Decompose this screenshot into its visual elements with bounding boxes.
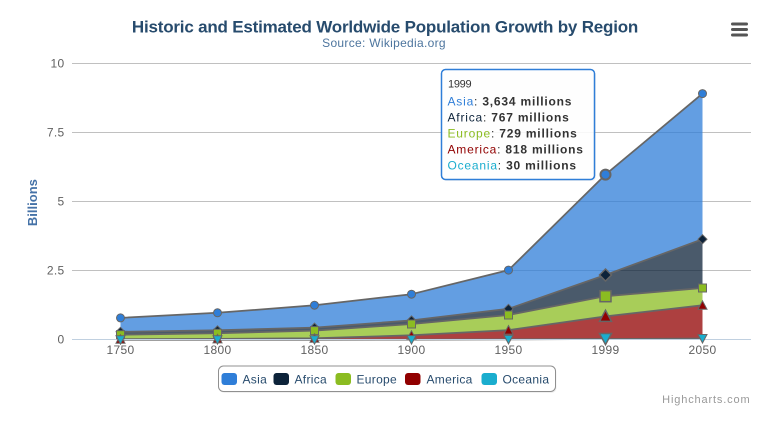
svg-text:2.5: 2.5 bbox=[47, 264, 65, 278]
svg-text:Africa: 767 millions: Africa: 767 millions bbox=[448, 110, 570, 124]
svg-text:0: 0 bbox=[58, 333, 65, 347]
svg-text:America: 818 millions: America: 818 millions bbox=[448, 143, 584, 157]
svg-text:Asia: Asia bbox=[243, 372, 268, 386]
svg-text:Europe: Europe bbox=[357, 372, 398, 386]
svg-text:Oceania: 30 millions: Oceania: 30 millions bbox=[448, 159, 577, 173]
svg-text:1999: 1999 bbox=[448, 79, 471, 91]
svg-text:1900: 1900 bbox=[398, 343, 426, 357]
svg-text:1750: 1750 bbox=[107, 343, 135, 357]
svg-text:Asia: 3,634 millions: Asia: 3,634 millions bbox=[448, 94, 573, 108]
svg-text:1800: 1800 bbox=[204, 343, 232, 357]
svg-text:America: America bbox=[427, 372, 473, 386]
svg-text:Oceania: Oceania bbox=[503, 372, 550, 386]
svg-text:10: 10 bbox=[51, 57, 65, 71]
svg-text:1850: 1850 bbox=[301, 343, 329, 357]
svg-text:2050: 2050 bbox=[689, 343, 717, 357]
svg-text:1950: 1950 bbox=[495, 343, 523, 357]
svg-text:1999: 1999 bbox=[592, 343, 620, 357]
svg-text:Source: Wikipedia.org: Source: Wikipedia.org bbox=[322, 36, 446, 50]
svg-text:7.5: 7.5 bbox=[47, 126, 65, 140]
svg-text:Africa: Africa bbox=[295, 372, 327, 386]
svg-text:5: 5 bbox=[58, 195, 65, 209]
svg-text:Historic and Estimated Worldwi: Historic and Estimated Worldwide Populat… bbox=[132, 18, 638, 37]
svg-text:Highcharts.com: Highcharts.com bbox=[662, 394, 750, 406]
svg-text:Europe: 729 millions: Europe: 729 millions bbox=[448, 127, 578, 141]
svg-text:Billions: Billions bbox=[25, 179, 40, 226]
